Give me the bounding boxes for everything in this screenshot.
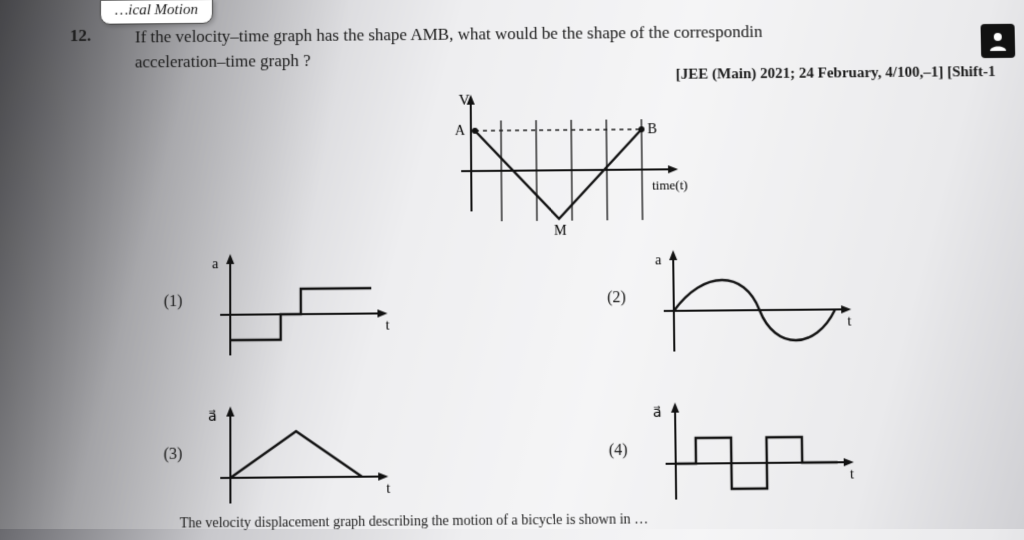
point-b-label: B bbox=[647, 122, 657, 137]
option-2-xaxis: t bbox=[847, 314, 851, 329]
option-2-label: (2) bbox=[607, 289, 626, 307]
question-number: 12. bbox=[70, 26, 91, 46]
y-axis-label: V bbox=[459, 93, 470, 109]
option-1: (1) a t bbox=[200, 252, 402, 381]
option-1-label: (1) bbox=[164, 293, 183, 311]
option-1-yaxis: a bbox=[212, 257, 219, 272]
page-content: …ical Motion 12. If the velocity–time gr… bbox=[38, 0, 1024, 540]
option-1-xaxis: t bbox=[386, 318, 390, 333]
option-4-yaxis: a⃗ bbox=[653, 406, 662, 421]
main-velocity-time-graph: V A B M time(t) bbox=[441, 89, 704, 258]
question-line-1: If the velocity–time graph has the shape… bbox=[135, 22, 763, 46]
option-4: (4) a⃗ t bbox=[645, 401, 869, 521]
person-icon bbox=[981, 24, 1016, 58]
cropped-next-question: The velocity displacement graph describi… bbox=[180, 512, 649, 533]
option-3-label: (3) bbox=[164, 446, 183, 465]
option-3-yaxis: a⃗ bbox=[208, 410, 217, 425]
question-line-2: acceleration–time graph ? bbox=[135, 51, 311, 72]
option-3: (3) a⃗ t bbox=[200, 405, 403, 524]
option-2: (2) a t bbox=[643, 248, 867, 377]
x-axis-label: time(t) bbox=[652, 177, 688, 192]
source-citation: [JEE (Main) 2021; 24 February, 4/100,–1]… bbox=[676, 64, 996, 84]
point-m-label: M bbox=[554, 224, 567, 239]
option-4-xaxis: t bbox=[850, 467, 854, 482]
option-3-xaxis: t bbox=[386, 482, 390, 497]
option-2-yaxis: a bbox=[655, 253, 662, 268]
option-4-label: (4) bbox=[609, 442, 628, 461]
point-a-label: A bbox=[455, 124, 465, 139]
chapter-tab: …ical Motion bbox=[100, 0, 213, 25]
